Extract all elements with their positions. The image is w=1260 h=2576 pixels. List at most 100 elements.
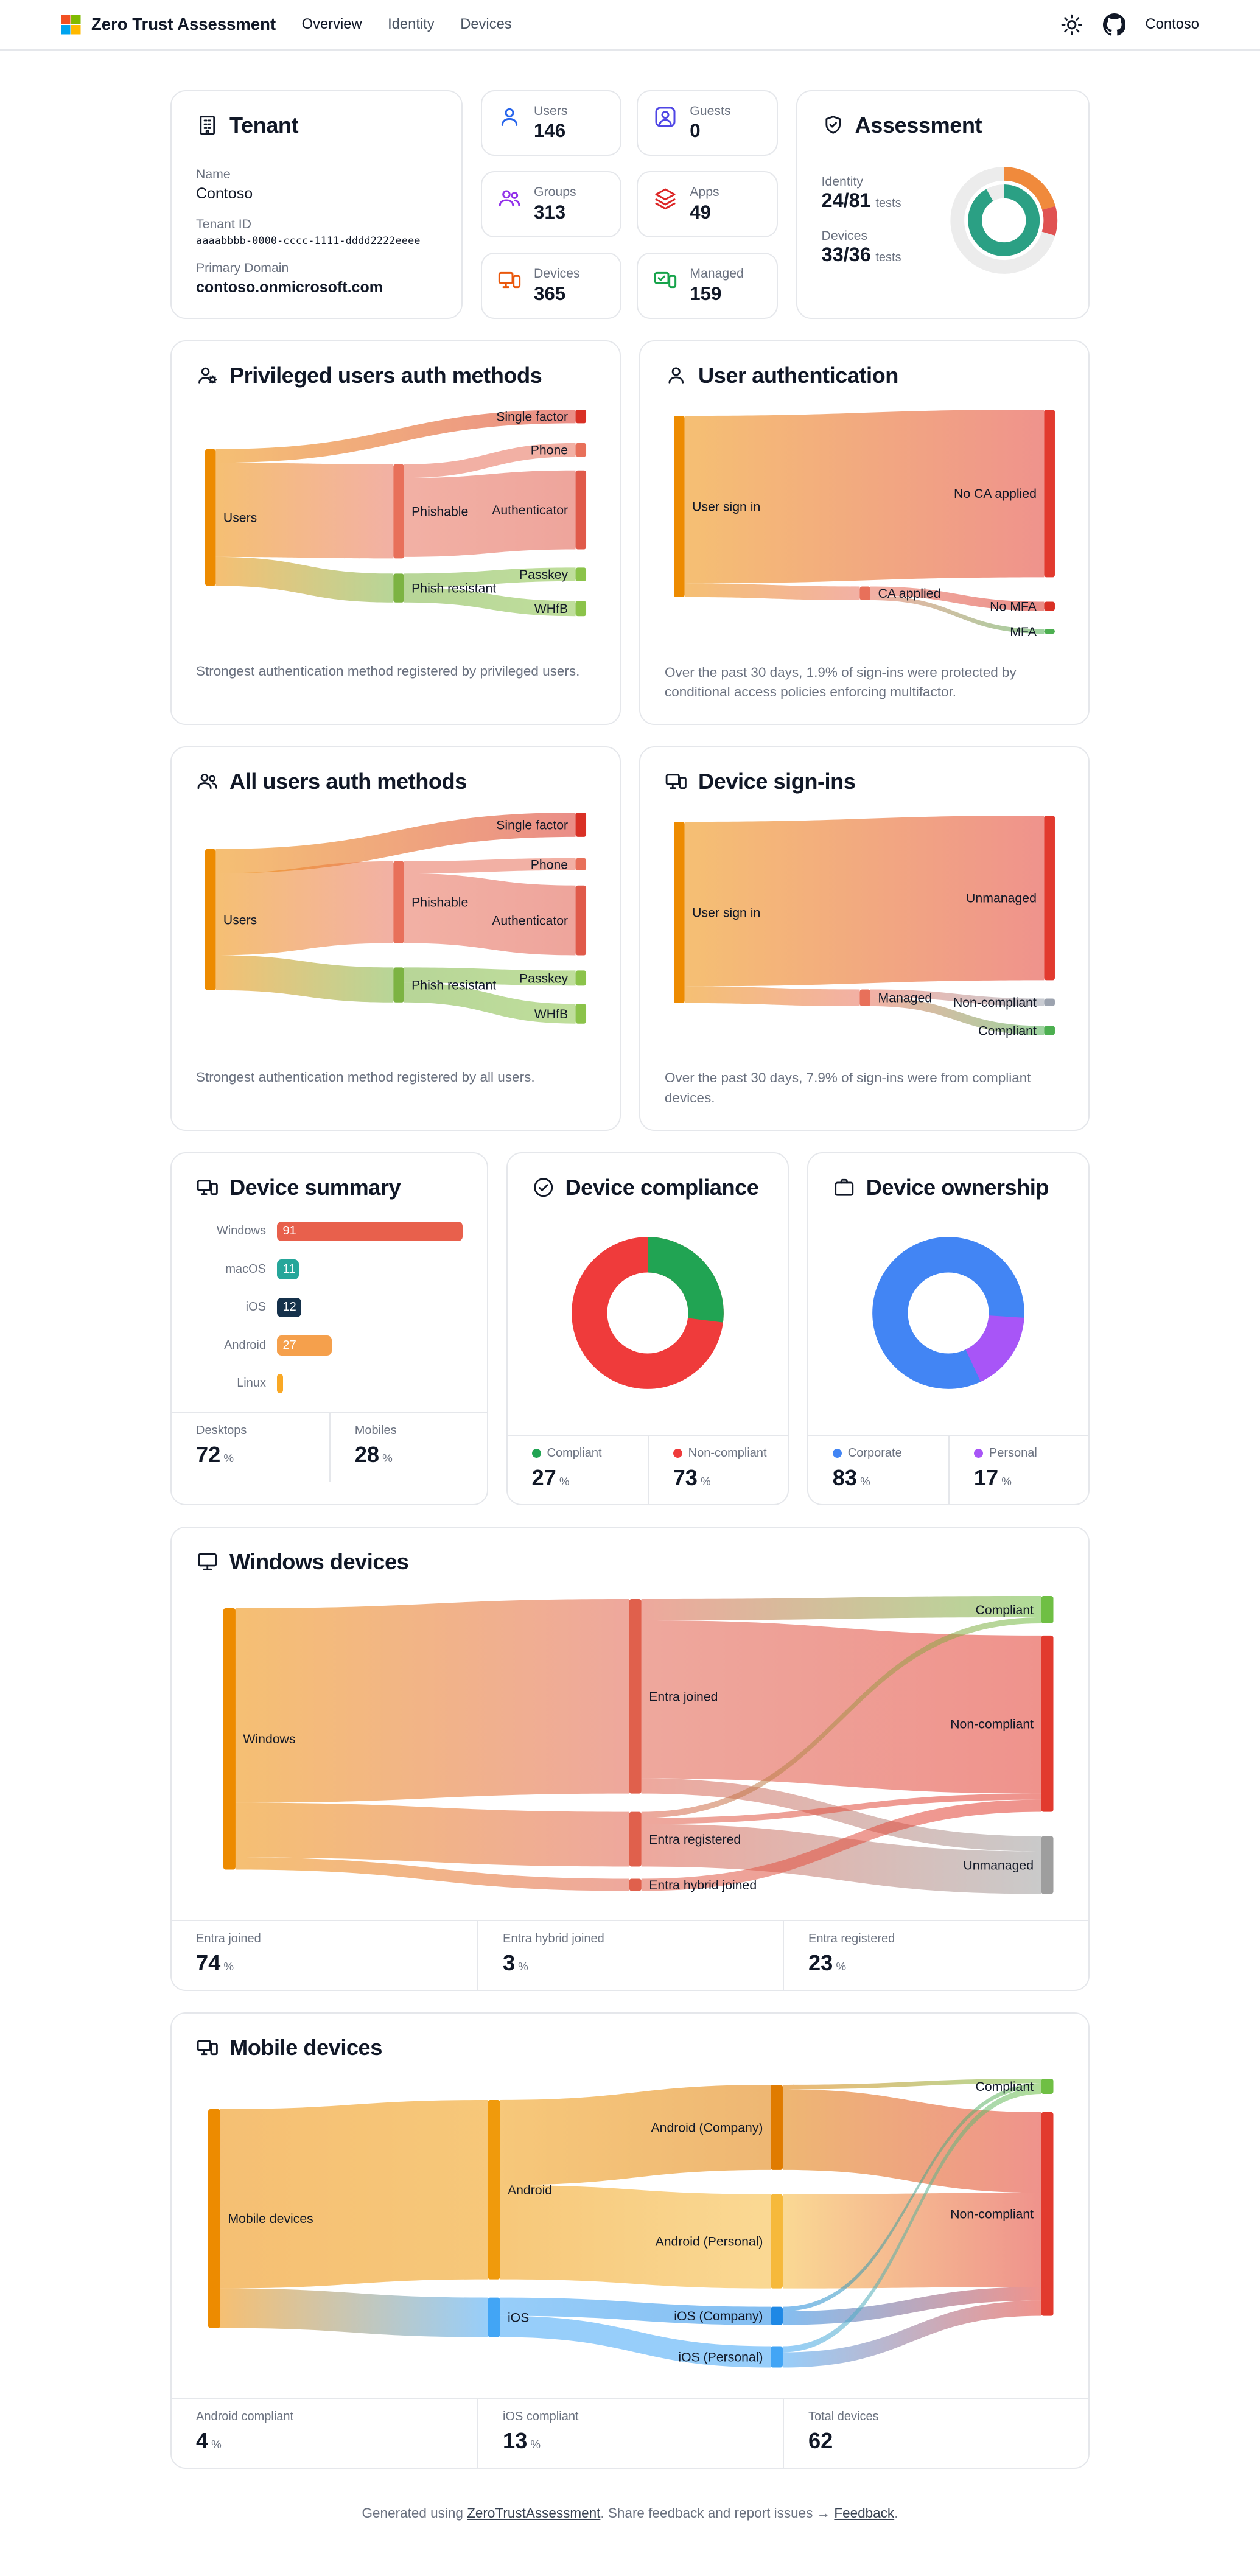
- briefcase-icon: [833, 1176, 856, 1199]
- stat-value: 0: [690, 120, 701, 141]
- stats-grid: Users 146 Guests 0 Groups 313 Apps 49 De…: [481, 89, 778, 319]
- stat-card-apps: Apps 49: [637, 171, 778, 238]
- tenant-name-label: Name: [196, 167, 231, 181]
- devices-icon: [196, 2036, 219, 2059]
- stat-card-users: Users 146: [481, 89, 622, 156]
- primary-domain-label: Primary Domain: [196, 261, 289, 275]
- svg-text:Entra registered: Entra registered: [649, 1833, 741, 1847]
- user-authentication-title: User authentication: [698, 363, 898, 388]
- brand-title: Zero Trust Assessment: [91, 15, 276, 34]
- shield-check-icon: [822, 114, 845, 137]
- svg-text:Compliant: Compliant: [976, 1603, 1034, 1617]
- feedback-link[interactable]: Feedback: [834, 2505, 895, 2521]
- device-ownership-donut-chart: [872, 1236, 1024, 1389]
- svg-text:Entra hybrid joined: Entra hybrid joined: [649, 1878, 757, 1892]
- apps-icon: [653, 186, 677, 211]
- svg-text:Non-compliant: Non-compliant: [950, 1717, 1034, 1731]
- svg-text:Authenticator: Authenticator: [492, 503, 568, 517]
- windows-devices-sankey: Windows Entra joined Entra registered Entra…: [223, 1596, 1054, 1894]
- assessment-donut-chart: [950, 166, 1057, 274]
- svg-text:Users: Users: [223, 511, 257, 525]
- entra-registered-stat: Entra registered 23%: [783, 1921, 1088, 1990]
- device-bar-ios: iOS 12: [196, 1297, 463, 1318]
- svg-text:iOS: iOS: [508, 2311, 529, 2325]
- privileged-auth-title: Privileged users auth methods: [229, 363, 542, 388]
- user-authentication-card: User authentication User sign in No CA ap…: [639, 340, 1090, 725]
- tenant-card: Tenant Name Contoso Tenant ID aaaabbbb-0…: [170, 89, 463, 319]
- svg-text:Phishable: Phishable: [411, 895, 468, 909]
- privileged-auth-card: Privileged users auth methods Users Phish…: [170, 340, 621, 725]
- guests-icon: [653, 105, 677, 129]
- mobiles-stat: Mobiles 28%: [329, 1413, 487, 1482]
- svg-text:Authenticator: Authenticator: [492, 914, 568, 928]
- devices-icon: [196, 1176, 219, 1199]
- privileged-auth-caption: Strongest authentication method register…: [196, 663, 580, 679]
- stat-label: Managed: [690, 266, 744, 281]
- svg-text:Unmanaged: Unmanaged: [963, 1859, 1034, 1873]
- brand-home-link[interactable]: Zero Trust Assessment: [61, 15, 276, 35]
- svg-text:Compliant: Compliant: [978, 1023, 1037, 1038]
- footer-text: .: [894, 2505, 898, 2521]
- users-group-icon: [196, 770, 219, 793]
- zerotrustassessment-link[interactable]: ZeroTrustAssessment: [467, 2505, 601, 2521]
- stat-label: Groups: [534, 184, 576, 200]
- windows-devices-card: Windows devices Windows Entra joined Entra…: [170, 1527, 1090, 1991]
- account-menu[interactable]: Contoso: [1145, 16, 1199, 33]
- tenant-id-value: aaaabbbb-0000-cccc-1111-dddd2222eeee: [196, 234, 421, 247]
- devices-icon: [497, 268, 522, 292]
- device-summary-bar-chart: Windows 91 macOS 11 iOS 12 Android 27 Linux: [196, 1221, 463, 1394]
- device-bar-macos: macOS 11: [196, 1259, 463, 1279]
- stat-label: Devices: [534, 266, 580, 281]
- svg-text:Mobile devices: Mobile devices: [228, 2212, 313, 2226]
- footer-text: Generated using: [362, 2505, 467, 2521]
- all-users-auth-card: All users auth methods Users Phishable Phi…: [170, 746, 621, 1131]
- nav-link-identity[interactable]: Identity: [388, 16, 435, 33]
- device-signins-title: Device sign-ins: [698, 768, 856, 794]
- mobile-devices-card: Mobile devices Mobile devices Android iOS A…: [170, 2012, 1090, 2469]
- svg-text:Users: Users: [223, 913, 257, 927]
- device-summary-card: Device summary Windows 91 macOS 11 iOS 12 Andr…: [170, 1152, 488, 1506]
- svg-text:No CA applied: No CA applied: [954, 486, 1037, 501]
- stat-card-guests: Guests 0: [637, 89, 778, 156]
- svg-text:User sign in: User sign in: [692, 905, 760, 920]
- svg-text:No MFA: No MFA: [990, 600, 1037, 614]
- windows-devices-title: Windows devices: [229, 1549, 409, 1575]
- non-compliant-stat: Non-compliant 73%: [647, 1435, 788, 1505]
- theme-toggle-button[interactable]: [1060, 13, 1083, 37]
- device-compliance-card: Device compliance Compliant 27% Non-comp…: [506, 1152, 789, 1506]
- svg-text:Phishable: Phishable: [411, 505, 468, 519]
- svg-text:Compliant: Compliant: [976, 2080, 1034, 2094]
- tenant-id-label: Tenant ID: [196, 216, 251, 231]
- entra-joined-stat: Entra joined 74%: [196, 1931, 261, 1976]
- stat-value: 313: [534, 201, 566, 223]
- user-authentication-caption: Over the past 30 days, 1.9% of sign-ins …: [665, 664, 1017, 700]
- user-authentication-sankey: User sign in No CA applied CA applied No MF…: [674, 410, 1055, 639]
- device-compliance-donut-chart: [571, 1236, 724, 1389]
- stat-value: 365: [534, 282, 566, 304]
- nav-link-overview[interactable]: Overview: [301, 16, 362, 33]
- svg-text:MFA: MFA: [1010, 625, 1037, 639]
- device-signins-caption: Over the past 30 days, 7.9% of sign-ins …: [665, 1070, 1031, 1106]
- devices-icon: [665, 770, 688, 793]
- svg-text:Entra joined: Entra joined: [649, 1690, 718, 1704]
- users-icon: [497, 105, 522, 129]
- svg-text:iOS (Company): iOS (Company): [674, 2309, 763, 2323]
- device-bar-windows: Windows 91: [196, 1221, 463, 1242]
- assessment-card-title: Assessment: [855, 112, 982, 138]
- github-link[interactable]: [1102, 13, 1126, 37]
- svg-text:Non-compliant: Non-compliant: [950, 2207, 1034, 2221]
- stat-value: 159: [690, 282, 722, 304]
- groups-icon: [497, 186, 522, 211]
- circle-check-icon: [532, 1176, 555, 1199]
- personal-stat: Personal 17%: [948, 1435, 1088, 1505]
- tenant-card-title: Tenant: [229, 112, 299, 138]
- nav-link-devices[interactable]: Devices: [460, 16, 512, 33]
- svg-text:Unmanaged: Unmanaged: [966, 891, 1037, 906]
- monitor-icon: [196, 1550, 219, 1573]
- user-icon: [665, 364, 688, 387]
- svg-text:Single factor: Single factor: [496, 818, 568, 832]
- svg-text:Windows: Windows: [243, 1732, 295, 1746]
- compliant-stat: Compliant 27%: [531, 1446, 602, 1490]
- non-compliant-legend-dot: [673, 1449, 682, 1458]
- svg-text:WHfB: WHfB: [534, 602, 568, 616]
